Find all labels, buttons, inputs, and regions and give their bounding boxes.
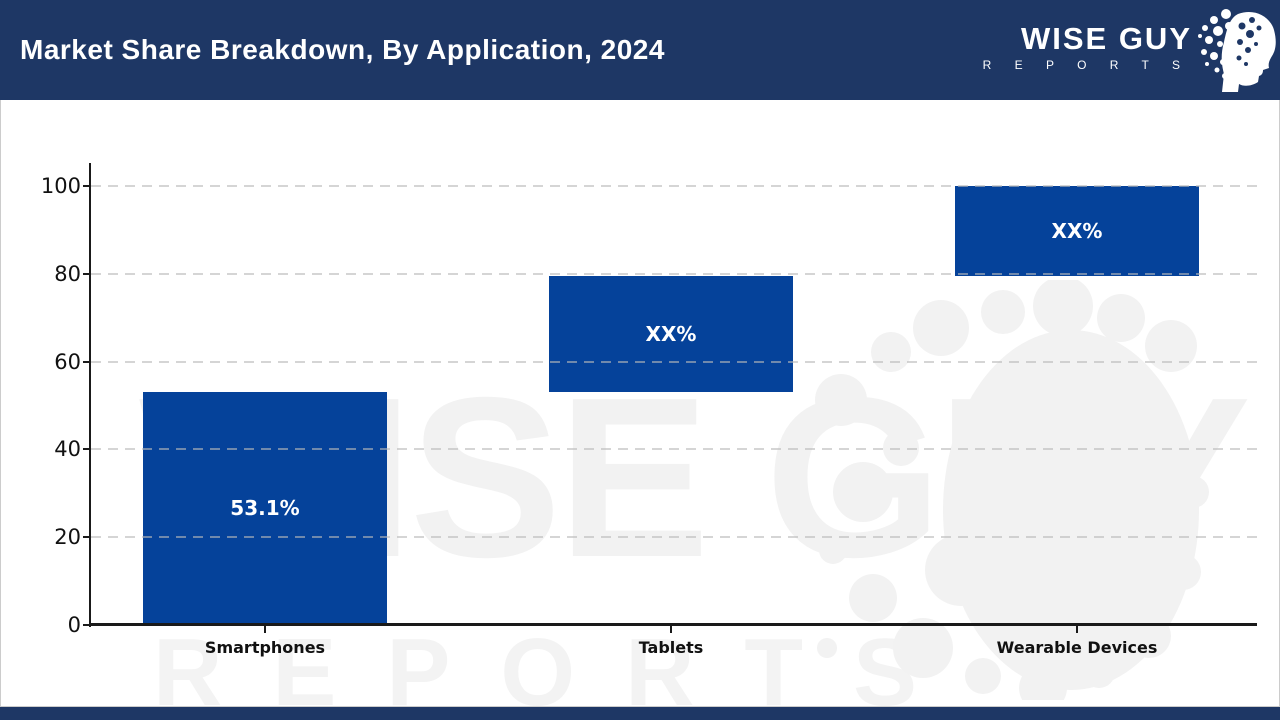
y-tick-label-60: 60 bbox=[54, 349, 81, 374]
bar-value-label: 53.1% bbox=[230, 496, 300, 521]
chart-panel: WISE GUY REPORTS 0 20 40 60 80 100 53.1% Smartp… bbox=[0, 100, 1280, 720]
x-tick-2 bbox=[1076, 626, 1078, 633]
y-tick-100 bbox=[83, 185, 91, 187]
footer-bar bbox=[0, 707, 1280, 720]
brand-subname: R E P O R T S bbox=[982, 58, 1190, 72]
x-category-label: Smartphones bbox=[204, 638, 326, 657]
gridline-100 bbox=[91, 185, 1257, 187]
gridline-80 bbox=[91, 272, 1257, 275]
wiseguy-head-logo-icon bbox=[1198, 9, 1276, 93]
brand-name: WISE GUY bbox=[1020, 21, 1192, 56]
y-tick-40 bbox=[83, 448, 91, 451]
y-tick-label-100: 100 bbox=[40, 174, 81, 198]
gridline-40 bbox=[91, 448, 1257, 451]
y-tick-80 bbox=[83, 272, 91, 275]
gridline-20 bbox=[91, 536, 1257, 539]
brand-logo: WISE GUY R E P O R T S bbox=[982, 21, 1192, 73]
bar-value-label: XX% bbox=[1051, 218, 1103, 243]
y-tick-label-0: 0 bbox=[67, 613, 81, 637]
y-tick-20 bbox=[83, 536, 91, 539]
gridline-60 bbox=[91, 360, 1257, 363]
x-tick-0 bbox=[264, 626, 266, 633]
bar-wearable-devices bbox=[955, 186, 1199, 276]
y-tick-label-40: 40 bbox=[54, 437, 81, 462]
y-tick-60 bbox=[83, 360, 91, 363]
y-tick-label-20: 20 bbox=[54, 525, 81, 550]
y-axis-line bbox=[89, 163, 91, 627]
y-tick-label-80: 80 bbox=[54, 261, 81, 286]
x-tick-1 bbox=[670, 626, 672, 633]
page-title: Market Share Breakdown, By Application, … bbox=[20, 34, 665, 65]
bar-value-label: XX% bbox=[645, 321, 697, 346]
watermark-head-dots bbox=[815, 280, 1209, 700]
bar-smartphones bbox=[143, 391, 387, 625]
header-bar: Market Share Breakdown, By Application, … bbox=[0, 0, 1280, 100]
watermark-reports-text: REPORTS bbox=[153, 619, 968, 720]
x-axis-line bbox=[89, 623, 1257, 626]
y-tick-0 bbox=[83, 624, 91, 626]
bar-tablets bbox=[549, 275, 793, 392]
x-category-label: Wearable Devices bbox=[996, 638, 1158, 657]
x-category-label: Tablets bbox=[638, 638, 704, 657]
